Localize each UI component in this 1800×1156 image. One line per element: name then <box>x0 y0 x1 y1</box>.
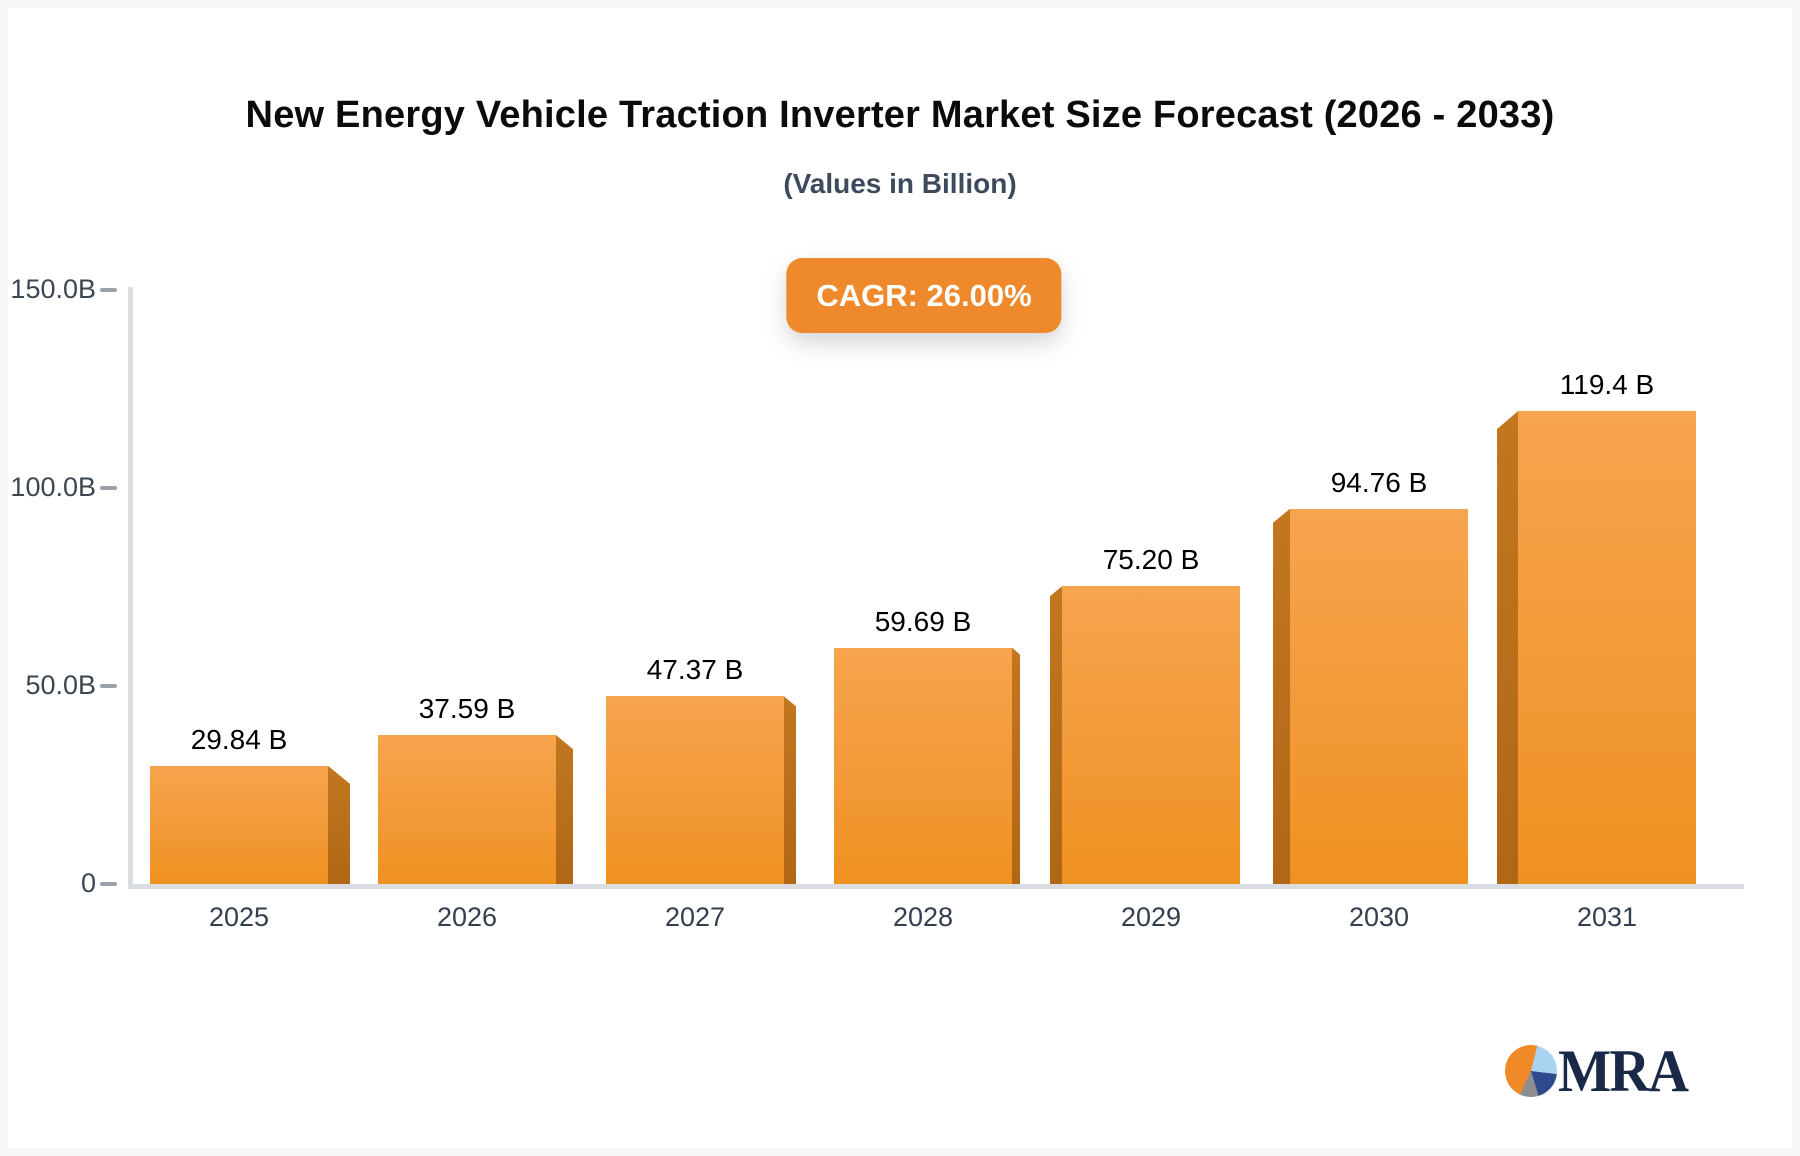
chart-title: New Energy Vehicle Traction Inverter Mar… <box>245 94 1555 136</box>
value-label-2030: 94.76 B <box>1330 466 1428 498</box>
bar-2031 <box>1518 411 1696 884</box>
x-axis-label-2029: 2029 <box>1120 902 1182 932</box>
value-label-2029: 75.20 B <box>1102 544 1200 576</box>
value-label-2027: 47.37 B <box>646 654 744 686</box>
value-label-2031: 119.4 B <box>1559 369 1655 401</box>
bar-side-face <box>1497 411 1518 884</box>
bar-2026 <box>378 735 556 884</box>
chart-subtitle: (Values in Billion) <box>783 168 1017 199</box>
y-axis-label: 50.0B <box>25 670 96 700</box>
y-tick <box>100 288 117 292</box>
y-tick <box>100 486 117 490</box>
y-axis-label: 100.0B <box>10 472 96 502</box>
x-axis-label-2031: 2031 <box>1576 902 1638 932</box>
x-axis-label-2030: 2030 <box>1348 902 1410 932</box>
value-label-2026: 37.59 B <box>418 693 516 725</box>
y-axis-label: 0 <box>80 868 96 898</box>
logo-text: MRA <box>1558 1038 1689 1104</box>
bar-2028 <box>834 647 1012 884</box>
x-axis-label-2027: 2027 <box>664 902 726 932</box>
y-tick <box>100 882 117 886</box>
bar-side-face <box>1273 508 1290 884</box>
bar-2030 <box>1290 508 1468 884</box>
value-label-2025: 29.84 B <box>190 723 288 755</box>
y-axis-line <box>128 287 133 889</box>
cagr-badge: CAGR: 26.00% <box>786 258 1062 333</box>
y-tick <box>100 684 117 688</box>
pie-logo-icon <box>1505 1045 1557 1097</box>
mra-logo: MRA <box>1505 1040 1695 1102</box>
bar-2029 <box>1062 586 1240 884</box>
bar-side-face <box>784 696 796 884</box>
bar-side-face <box>1012 647 1020 884</box>
bar-2025 <box>150 765 328 884</box>
x-axis-label-2028: 2028 <box>892 902 954 932</box>
bar-side-face <box>1050 586 1062 884</box>
x-axis-label-2025: 2025 <box>208 902 270 932</box>
y-axis-label: 150.0B <box>10 274 96 304</box>
bar-2027 <box>606 696 784 884</box>
bar-side-face <box>328 765 350 884</box>
x-axis-line <box>128 884 1744 889</box>
bar-side-face <box>556 735 573 884</box>
x-axis-label-2026: 2026 <box>436 902 498 932</box>
value-label-2028: 59.69 B <box>874 605 972 637</box>
